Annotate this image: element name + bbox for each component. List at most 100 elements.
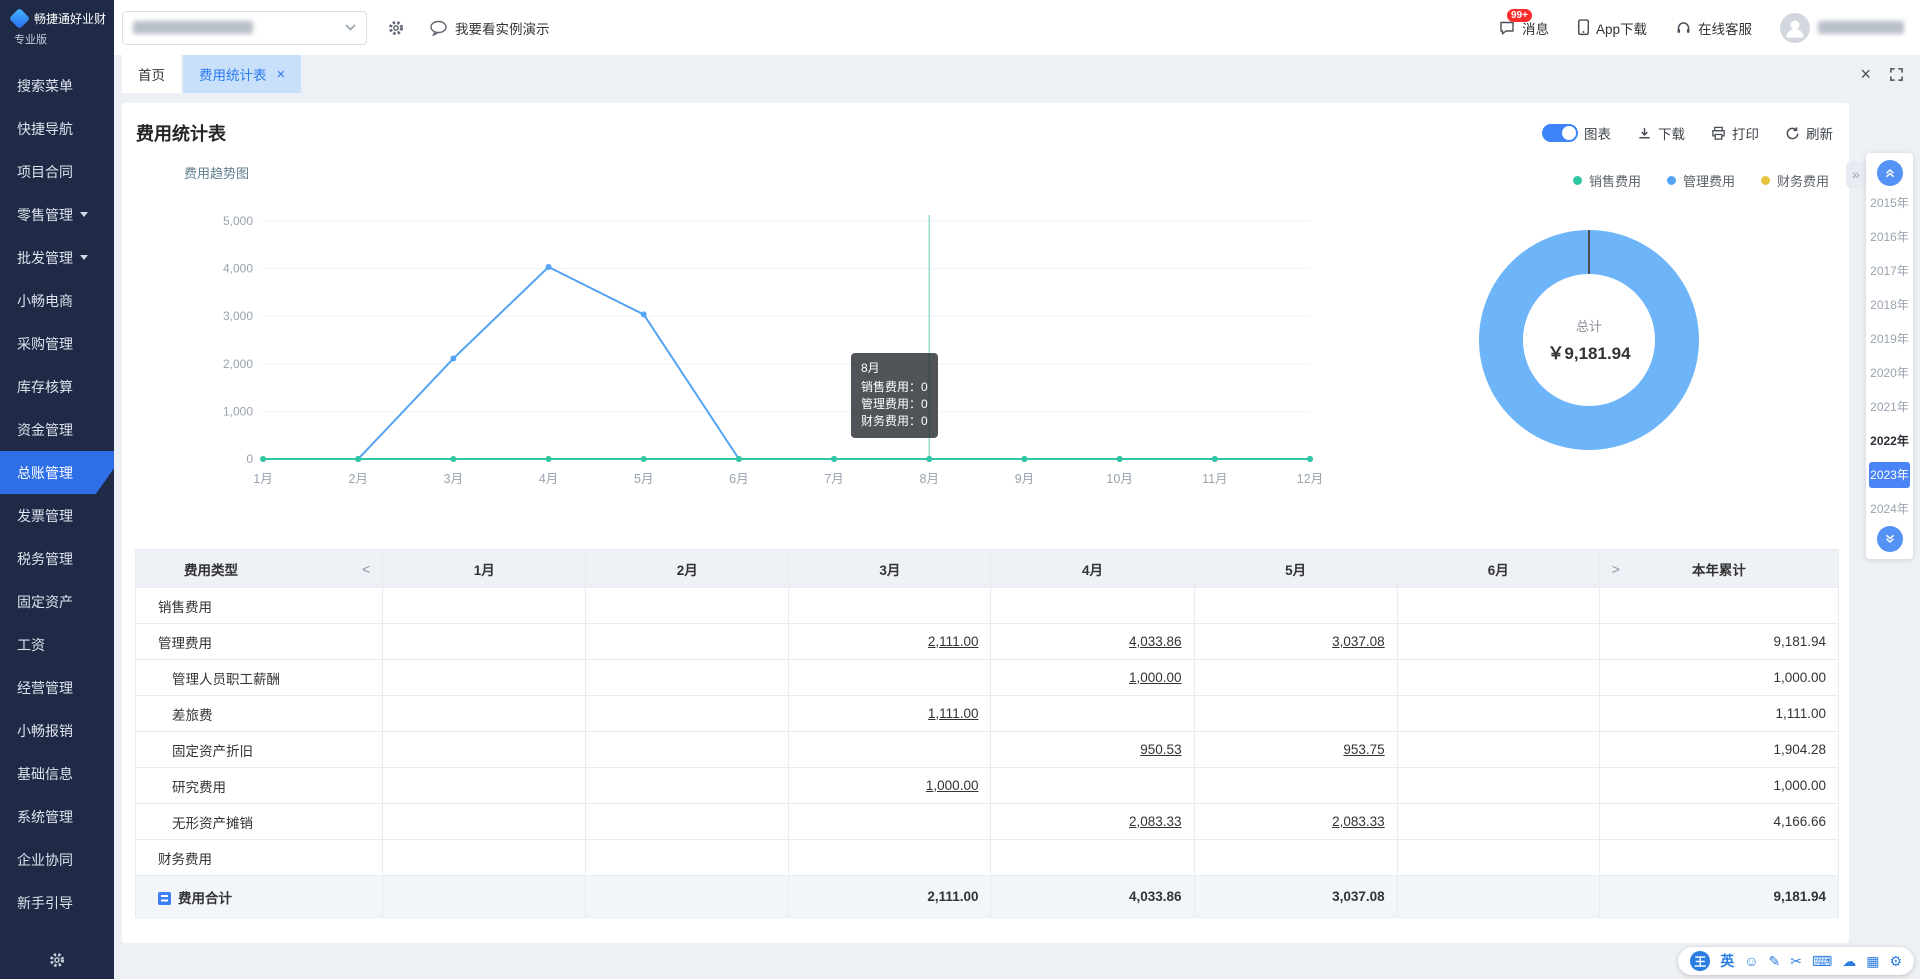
org-select[interactable]: [122, 10, 367, 45]
sidebar-item-label: 固定资产: [17, 593, 73, 610]
year-total-cell: [1598, 587, 1840, 624]
download-label: 下载: [1658, 127, 1685, 142]
print-button[interactable]: 打印: [1711, 123, 1759, 143]
footer-label: 费用合计: [134, 875, 384, 918]
scroll-months-left-icon[interactable]: <: [361, 560, 371, 577]
amount-cell: 2,083.33: [990, 803, 1195, 840]
year-item[interactable]: 2017年: [1870, 264, 1909, 278]
demo-link[interactable]: 我要看实例演示: [429, 18, 550, 38]
close-icon[interactable]: ×: [1860, 64, 1871, 84]
amount-link[interactable]: 2,111.00: [927, 634, 979, 649]
fullscreen-icon[interactable]: [1889, 67, 1904, 82]
sidebar-item[interactable]: 基础信息: [0, 752, 114, 795]
workspace-settings-button[interactable]: [387, 19, 405, 37]
cloud-icon[interactable]: ☁: [1842, 953, 1857, 969]
donut-chart[interactable]: 总计 ￥9,181.94: [1479, 230, 1699, 450]
month-column-header: 2月: [585, 549, 790, 588]
amount-link[interactable]: 1,000.00: [1129, 670, 1182, 685]
legend-item[interactable]: 销售费用: [1572, 171, 1641, 190]
sidebar-item[interactable]: 零售管理: [0, 193, 114, 236]
scroll-years-down-button[interactable]: [1876, 526, 1903, 552]
sidebar-item[interactable]: 资金管理: [0, 408, 114, 451]
refresh-button[interactable]: 刷新: [1785, 123, 1833, 143]
sidebar-item-label: 资金管理: [17, 421, 73, 438]
sidebar-item[interactable]: 税务管理: [0, 537, 114, 580]
page-title: 费用统计表: [136, 124, 226, 144]
sidebar-item[interactable]: 小畅报销: [0, 709, 114, 752]
legend-item[interactable]: 管理费用: [1666, 171, 1735, 190]
amount-link[interactable]: 2,083.33: [1332, 814, 1385, 829]
ime-logo[interactable]: 王: [1690, 951, 1711, 971]
amount-cell: [788, 839, 992, 876]
amount-link[interactable]: 2,083.33: [1129, 814, 1182, 829]
amount-cell: 1,111.00: [788, 695, 992, 732]
amount-link[interactable]: 3,037.08: [1332, 634, 1385, 649]
legend-dot: [1666, 176, 1676, 185]
legend-item[interactable]: 财务费用: [1760, 171, 1829, 190]
amount-link[interactable]: 1,111.00: [927, 706, 979, 721]
sidebar-item[interactable]: 新手引导: [0, 881, 114, 924]
apps-icon[interactable]: ▦: [1866, 953, 1880, 969]
year-item[interactable]: 2023年: [1869, 462, 1910, 488]
toggle-switch[interactable]: [1542, 124, 1578, 142]
sidebar-item[interactable]: 批发管理: [0, 236, 114, 279]
trend-line-chart[interactable]: 0 1,000 2,000 3,000 4,000 5,000 1月 2月 3月 4月 5月 6月 7月…: [222, 201, 1332, 493]
keyboard-icon[interactable]: ⌨: [1811, 953, 1833, 969]
year-item[interactable]: 2022年: [1870, 434, 1909, 448]
ime-language-mode[interactable]: 英: [1720, 953, 1735, 969]
scroll-months-right-icon[interactable]: >: [1611, 560, 1620, 577]
year-item[interactable]: 2019年: [1870, 332, 1909, 346]
amount-cell: [788, 731, 992, 768]
year-item[interactable]: 2024年: [1870, 502, 1909, 516]
user-menu[interactable]: [1780, 12, 1904, 43]
month-column-header: 3月: [788, 549, 992, 588]
settings-icon[interactable]: ⚙: [1889, 953, 1902, 969]
scroll-years-up-button[interactable]: [1876, 160, 1903, 186]
year-item[interactable]: 2020年: [1870, 366, 1909, 380]
sidebar-item[interactable]: 企业协同: [0, 838, 114, 881]
online-service-button[interactable]: 在线客服: [1675, 18, 1752, 38]
sidebar-item[interactable]: 经营管理: [0, 666, 114, 709]
sidebar-item[interactable]: 发票管理: [0, 494, 114, 537]
sidebar-item[interactable]: 搜索菜单: [0, 64, 114, 107]
year-total-header: > 本年累计: [1598, 549, 1840, 588]
sidebar-item[interactable]: 总账管理: [0, 451, 114, 494]
sidebar-item[interactable]: 采购管理: [0, 322, 114, 365]
sidebar-menu: 搜索菜单 快捷导航 项目合同 零售管理 批发管理 小畅电商 采购管理 库存核算资金管理总账管理…: [0, 64, 114, 924]
svg-text:1,000: 1,000: [223, 404, 253, 418]
main-content: 费用统计表 图表 下载 打印 刷新 费用趋势图 销售费用 管理费用 财务费用 0 1,…: [122, 103, 1849, 943]
amount-link[interactable]: 4,033.86: [1129, 634, 1182, 649]
year-item[interactable]: 2021年: [1870, 400, 1909, 414]
year-item[interactable]: 2016年: [1870, 230, 1909, 244]
sidebar-item[interactable]: 系统管理: [0, 795, 114, 838]
year-item[interactable]: 2018年: [1870, 298, 1909, 312]
tab-expense-stats[interactable]: 费用统计表 ×: [183, 55, 302, 93]
collapse-panel-icon[interactable]: »: [1846, 162, 1866, 188]
sidebar-item-label: 基础信息: [17, 765, 73, 782]
scissors-icon[interactable]: ✂: [1790, 953, 1802, 969]
year-item[interactable]: 2015年: [1870, 196, 1909, 210]
amount-cell: [585, 587, 790, 624]
amount-cell: [1193, 839, 1398, 876]
messages-button[interactable]: 99+ 消息: [1498, 8, 1549, 38]
tab-home[interactable]: 首页: [122, 55, 181, 93]
close-tab-icon[interactable]: ×: [276, 65, 286, 83]
sidebar-settings-button[interactable]: [0, 951, 114, 969]
sidebar-item[interactable]: 库存核算: [0, 365, 114, 408]
sidebar-item[interactable]: 小畅电商: [0, 279, 114, 322]
sidebar-item[interactable]: 固定资产: [0, 580, 114, 623]
amount-cell: [1396, 587, 1600, 624]
amount-link[interactable]: 1,000.00: [925, 778, 979, 793]
pen-icon[interactable]: ✎: [1768, 953, 1781, 969]
sidebar-item[interactable]: 快捷导航: [0, 107, 114, 150]
year-total-cell: 9,181.94: [1598, 623, 1840, 660]
app-download-button[interactable]: App下载: [1577, 18, 1647, 38]
emoji-icon[interactable]: ☺: [1744, 953, 1759, 969]
chart-toggle[interactable]: 图表: [1542, 123, 1611, 143]
sidebar-item[interactable]: 项目合同: [0, 150, 114, 193]
sidebar-item[interactable]: 工资: [0, 623, 114, 666]
topbar: 我要看实例演示 99+ 消息 App下载 在线客服: [114, 0, 1920, 55]
download-button[interactable]: 下载: [1637, 123, 1685, 143]
amount-link[interactable]: 953.75: [1343, 742, 1385, 757]
amount-link[interactable]: 950.53: [1140, 742, 1182, 757]
